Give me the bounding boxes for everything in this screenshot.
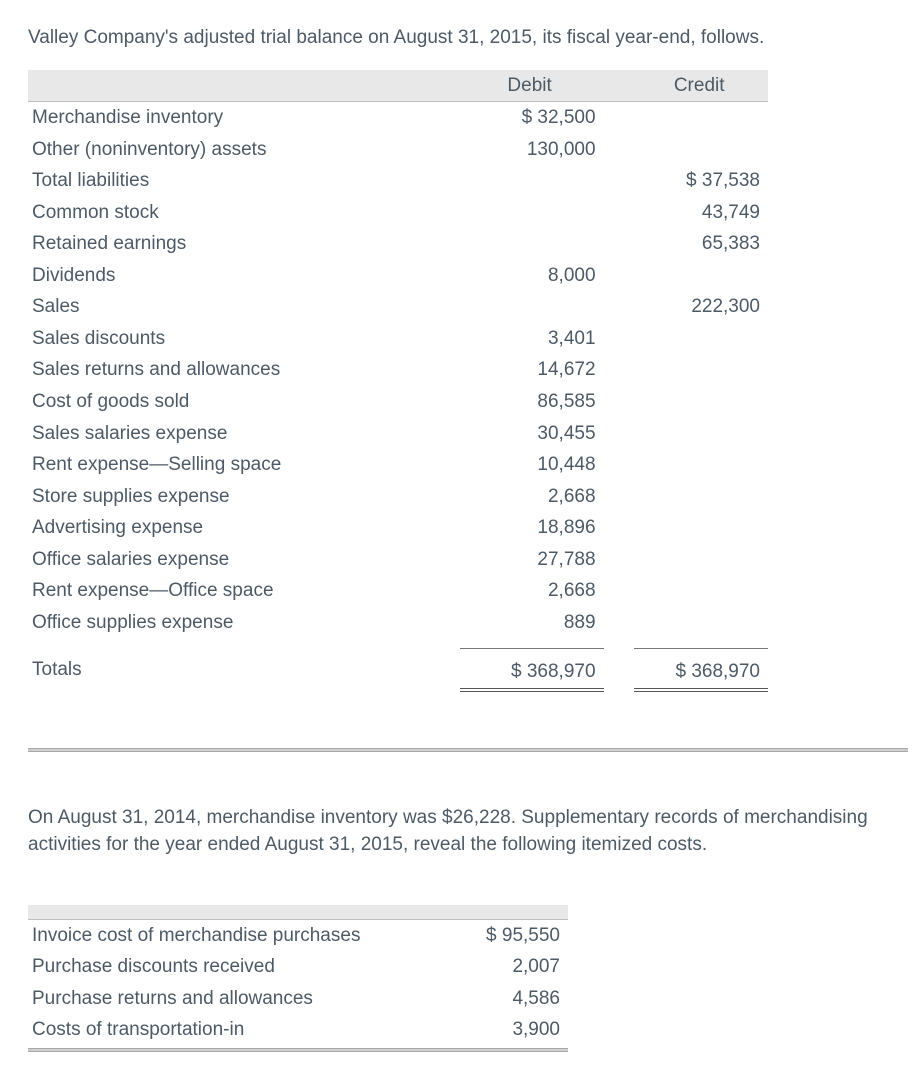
row-credit: $ 37,538 bbox=[634, 165, 768, 197]
totals-credit: $ 368,970 bbox=[634, 652, 768, 688]
intro-text-2: On August 31, 2014, merchandise inventor… bbox=[28, 804, 891, 859]
row-label: Advertising expense bbox=[28, 512, 460, 544]
totals-label: Totals bbox=[28, 652, 460, 688]
table-row: Sales salaries expense30,455 bbox=[28, 418, 768, 450]
row-label: Retained earnings bbox=[28, 228, 460, 260]
row-debit bbox=[460, 228, 604, 260]
row-credit bbox=[634, 544, 768, 576]
row-debit: 27,788 bbox=[460, 544, 604, 576]
row-amount: $ 95,550 bbox=[433, 919, 568, 951]
col-credit: Credit bbox=[634, 70, 768, 102]
table-row: Dividends8,000 bbox=[28, 260, 768, 292]
row-debit: 3,401 bbox=[460, 323, 604, 355]
row-debit: 86,585 bbox=[460, 386, 604, 418]
totals-debit: $ 368,970 bbox=[460, 652, 604, 688]
row-label: Costs of transportation-in bbox=[28, 1014, 433, 1046]
intro-text-1: Valley Company's adjusted trial balance … bbox=[28, 24, 891, 52]
table-row: Retained earnings 65,383 bbox=[28, 228, 768, 260]
table-row: Store supplies expense2,668 bbox=[28, 481, 768, 513]
row-label: Invoice cost of merchandise purchases bbox=[28, 919, 433, 951]
row-debit: 30,455 bbox=[460, 418, 604, 450]
row-credit bbox=[634, 354, 768, 386]
row-debit: 10,448 bbox=[460, 449, 604, 481]
row-credit bbox=[634, 386, 768, 418]
row-credit bbox=[634, 260, 768, 292]
table-row: Advertising expense18,896 bbox=[28, 512, 768, 544]
row-label: Other (noninventory) assets bbox=[28, 134, 460, 166]
row-amount: 2,007 bbox=[433, 951, 568, 983]
table-row: Sales discounts3,401 bbox=[28, 323, 768, 355]
table-row: Office supplies expense889 bbox=[28, 607, 768, 639]
row-credit: 222,300 bbox=[634, 291, 768, 323]
row-debit: 889 bbox=[460, 607, 604, 639]
table-row: Total liabilities $ 37,538 bbox=[28, 165, 768, 197]
row-label: Purchase returns and allowances bbox=[28, 983, 433, 1015]
supplementary-table: Invoice cost of merchandise purchases$ 9… bbox=[28, 905, 568, 1046]
table-row: Sales 222,300 bbox=[28, 291, 768, 323]
table-row: Purchase discounts received2,007 bbox=[28, 951, 568, 983]
table-row: Merchandise inventory$ 32,500 bbox=[28, 102, 768, 134]
row-credit bbox=[634, 607, 768, 639]
row-debit: $ 32,500 bbox=[460, 102, 604, 134]
row-label: Office salaries expense bbox=[28, 544, 460, 576]
row-credit bbox=[634, 134, 768, 166]
table-row: Invoice cost of merchandise purchases$ 9… bbox=[28, 919, 568, 951]
table-row: Purchase returns and allowances4,586 bbox=[28, 983, 568, 1015]
row-debit: 130,000 bbox=[460, 134, 604, 166]
row-credit bbox=[634, 102, 768, 134]
row-label: Sales bbox=[28, 291, 460, 323]
row-credit bbox=[634, 449, 768, 481]
row-label: Office supplies expense bbox=[28, 607, 460, 639]
row-label: Merchandise inventory bbox=[28, 102, 460, 134]
row-label: Sales discounts bbox=[28, 323, 460, 355]
row-label: Rent expense—Selling space bbox=[28, 449, 460, 481]
table-row: Rent expense—Office space2,668 bbox=[28, 575, 768, 607]
table-row: Office salaries expense27,788 bbox=[28, 544, 768, 576]
row-debit: 18,896 bbox=[460, 512, 604, 544]
row-debit bbox=[460, 165, 604, 197]
trial-balance-table: Debit Credit Merchandise inventory$ 32,5… bbox=[28, 70, 768, 692]
row-credit bbox=[634, 323, 768, 355]
table-row: Cost of goods sold86,585 bbox=[28, 386, 768, 418]
row-label: Store supplies expense bbox=[28, 481, 460, 513]
row-label: Purchase discounts received bbox=[28, 951, 433, 983]
row-credit: 65,383 bbox=[634, 228, 768, 260]
row-debit: 2,668 bbox=[460, 481, 604, 513]
table-row: Common stock 43,749 bbox=[28, 197, 768, 229]
row-debit: 14,672 bbox=[460, 354, 604, 386]
row-debit bbox=[460, 291, 604, 323]
row-label: Common stock bbox=[28, 197, 460, 229]
row-label: Cost of goods sold bbox=[28, 386, 460, 418]
row-label: Total liabilities bbox=[28, 165, 460, 197]
row-debit: 2,668 bbox=[460, 575, 604, 607]
table-row: Sales returns and allowances14,672 bbox=[28, 354, 768, 386]
row-amount: 3,900 bbox=[433, 1014, 568, 1046]
row-credit bbox=[634, 481, 768, 513]
row-amount: 4,586 bbox=[433, 983, 568, 1015]
row-credit: 43,749 bbox=[634, 197, 768, 229]
table-row: Costs of transportation-in3,900 bbox=[28, 1014, 568, 1046]
divider-line-2 bbox=[28, 1048, 568, 1052]
col-blank bbox=[28, 70, 460, 102]
row-label: Sales salaries expense bbox=[28, 418, 460, 450]
row-label: Rent expense—Office space bbox=[28, 575, 460, 607]
row-label: Dividends bbox=[28, 260, 460, 292]
col-debit: Debit bbox=[460, 70, 604, 102]
table-row: Rent expense—Selling space10,448 bbox=[28, 449, 768, 481]
table-row: Other (noninventory) assets130,000 bbox=[28, 134, 768, 166]
row-label: Sales returns and allowances bbox=[28, 354, 460, 386]
row-credit bbox=[634, 418, 768, 450]
row-credit bbox=[634, 575, 768, 607]
row-debit: 8,000 bbox=[460, 260, 604, 292]
row-credit bbox=[634, 512, 768, 544]
row-debit bbox=[460, 197, 604, 229]
